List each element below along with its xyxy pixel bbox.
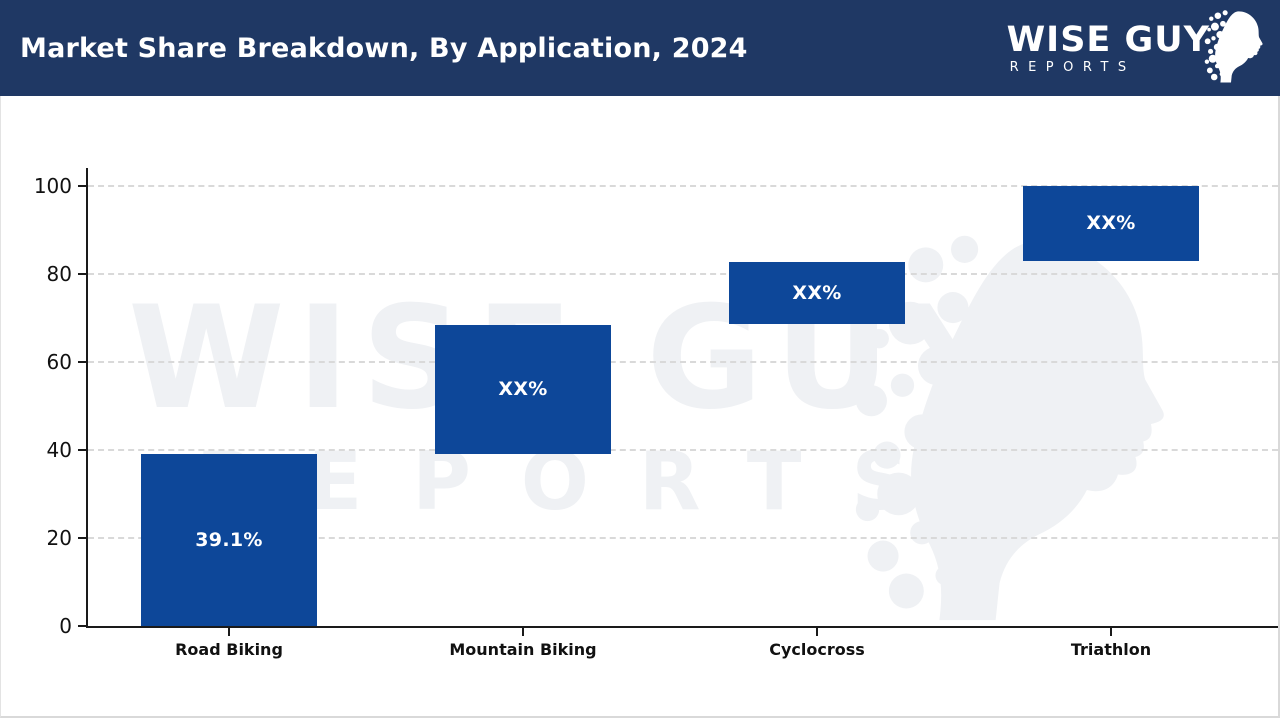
wiseguy-logo: WISE GUY REPORTS	[1007, 6, 1280, 90]
logo-wordmark: WISE GUY	[1006, 19, 1210, 60]
logo-subtitle: REPORTS	[1009, 59, 1136, 75]
bar-road-biking: 39.1%	[141, 453, 317, 626]
bar-value-label: XX%	[1086, 212, 1136, 235]
bar-mountain-biking: XX%	[435, 325, 611, 454]
gridline	[88, 273, 1278, 275]
gridline	[88, 537, 1278, 539]
wiseguy-logo-text: WISE GUY REPORTS	[1006, 19, 1210, 75]
y-tick-mark	[78, 449, 86, 451]
wiseguy-head-icon	[1204, 6, 1266, 90]
bar-value-label: 39.1%	[195, 528, 263, 551]
y-tick-mark	[78, 625, 86, 627]
y-tick-mark	[78, 273, 86, 275]
y-axis-line	[86, 168, 88, 628]
x-tick-mark	[1110, 628, 1112, 636]
y-tick-mark	[78, 361, 86, 363]
y-tick-mark	[78, 185, 86, 187]
y-tick-label: 100	[33, 174, 72, 198]
y-tick-label: 40	[46, 438, 72, 462]
header-bar: Market Share Breakdown, By Application, …	[0, 0, 1280, 96]
x-tick-mark	[816, 628, 818, 636]
gridline	[88, 361, 1278, 363]
x-tick-label: Cyclocross	[769, 640, 865, 659]
bar-triathlon: XX%	[1023, 186, 1199, 261]
bar-value-label: XX%	[498, 378, 548, 401]
y-tick-mark	[78, 537, 86, 539]
x-tick-mark	[228, 628, 230, 636]
y-tick-label: 20	[46, 526, 72, 550]
x-axis-line	[86, 626, 1278, 628]
y-tick-label: 60	[46, 350, 72, 374]
x-tick-mark	[522, 628, 524, 636]
x-tick-label: Road Biking	[175, 640, 283, 659]
y-tick-label: 0	[59, 614, 72, 638]
gridline	[88, 185, 1278, 187]
x-tick-label: Mountain Biking	[449, 640, 597, 659]
x-tick-label: Triathlon	[1070, 640, 1152, 659]
page-title: Market Share Breakdown, By Application, …	[20, 32, 748, 64]
gridline	[88, 449, 1278, 451]
bar-value-label: XX%	[792, 282, 842, 305]
bar-cyclocross: XX%	[729, 262, 905, 325]
y-tick-label: 80	[46, 262, 72, 286]
